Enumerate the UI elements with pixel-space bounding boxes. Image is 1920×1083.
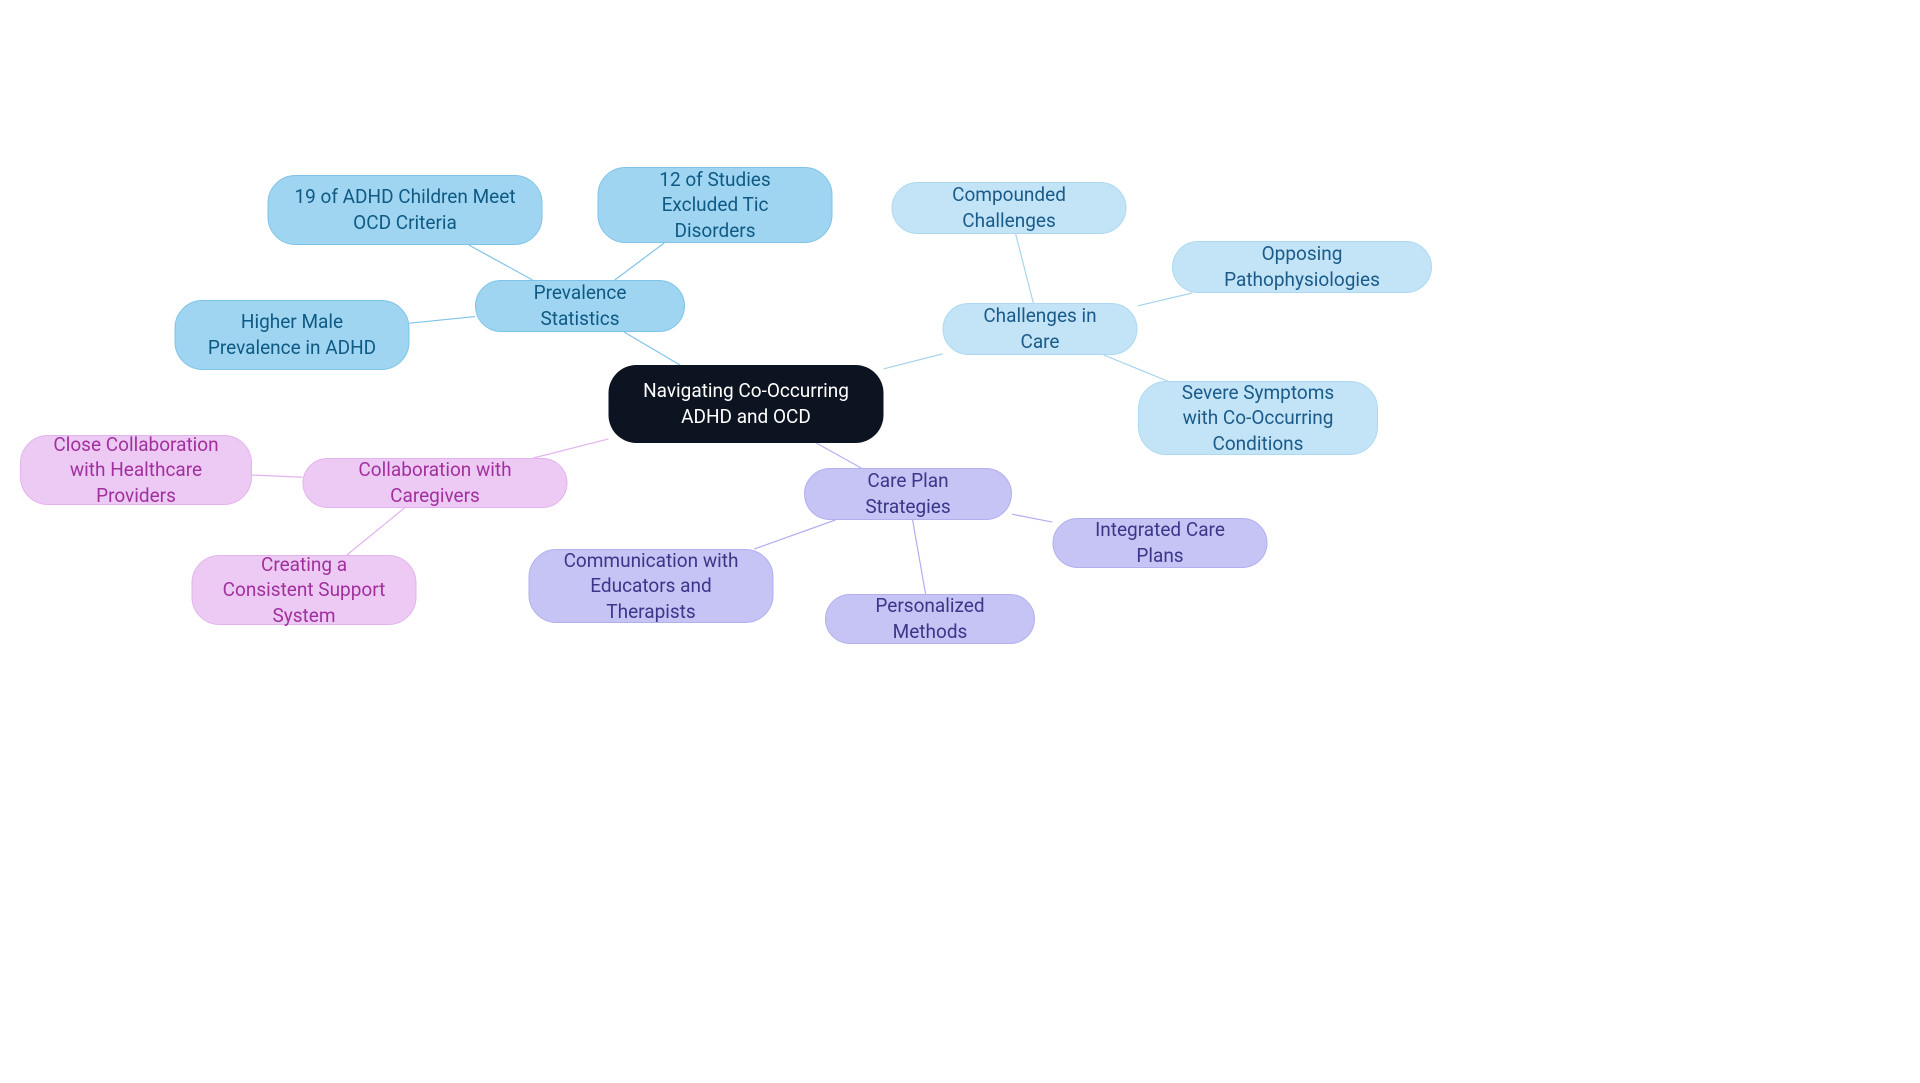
root-node: Navigating Co-Occurring ADHD and OCD [609, 365, 884, 443]
care-plan-child-1: Communication with Educators and Therapi… [529, 549, 774, 623]
collaboration-child-1: Close Collaboration with Healthcare Prov… [20, 435, 252, 505]
prevalence-child-1: 19 of ADHD Children Meet OCD Criteria [268, 175, 543, 245]
collaboration-child-2: Creating a Consistent Support System [192, 555, 417, 625]
challenges-child-2: Opposing Pathophysiologies [1172, 241, 1432, 293]
challenges-child-3: Severe Symptoms with Co-Occurring Condit… [1138, 381, 1378, 455]
care-plan-node: Care Plan Strategies [804, 468, 1012, 520]
care-plan-child-2: Personalized Methods [825, 594, 1035, 644]
prevalence-node: Prevalence Statistics [475, 280, 685, 332]
edge-layer [0, 0, 1920, 1083]
challenges-child-1: Compounded Challenges [892, 182, 1127, 234]
challenges-node: Challenges in Care [943, 303, 1138, 355]
prevalence-child-3: Higher Male Prevalence in ADHD [175, 300, 410, 370]
care-plan-child-3: Integrated Care Plans [1053, 518, 1268, 568]
prevalence-child-2: 12 of Studies Excluded Tic Disorders [598, 167, 833, 243]
collaboration-node: Collaboration with Caregivers [303, 458, 568, 508]
